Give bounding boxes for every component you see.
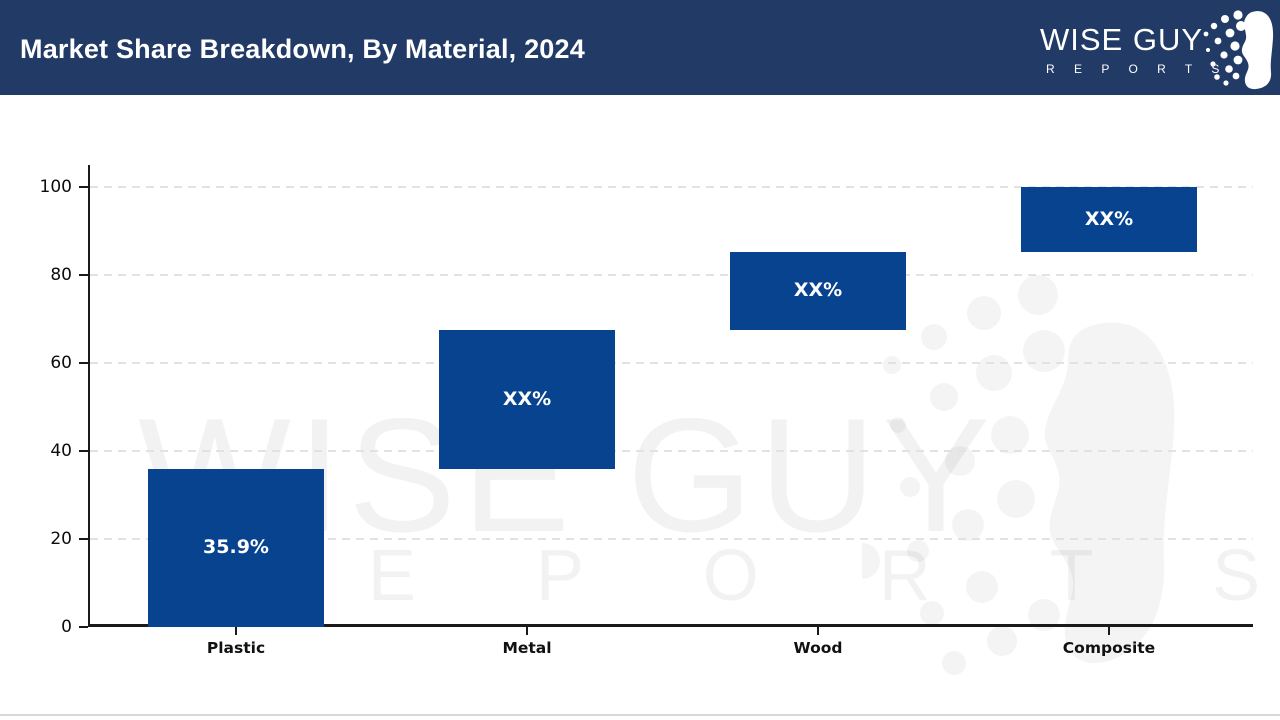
x-axis-tick: [817, 627, 819, 635]
x-axis-label-metal: Metal: [502, 639, 552, 657]
bar-wood: [730, 252, 906, 330]
y-axis-tick-label: 100: [39, 177, 72, 197]
bar-value-label: XX%: [502, 388, 552, 410]
x-axis-tick: [1108, 627, 1110, 635]
y-axis-tick: [79, 186, 88, 188]
footer-divider: [0, 714, 1280, 716]
brand-face-icon: [1203, 10, 1274, 90]
y-axis-tick: [79, 362, 88, 364]
x-axis-label-plastic: Plastic: [206, 639, 266, 657]
bar-value-label: 35.9%: [203, 536, 269, 558]
page-title: Market Share Breakdown, By Material, 202…: [20, 34, 585, 64]
brand-subtitle: R E P O R T S: [1046, 62, 1228, 76]
x-axis-label-wood: Wood: [793, 639, 843, 657]
y-axis-tick: [79, 274, 88, 276]
bar-composite: [1021, 187, 1197, 252]
bar-metal: [439, 330, 615, 469]
y-axis-tick: [79, 538, 88, 540]
y-axis-tick-label: 0: [61, 617, 72, 637]
header-bar: Market Share Breakdown, By Material, 202…: [0, 0, 1280, 95]
gridline: [90, 362, 1253, 364]
y-axis-tick-label: 80: [50, 265, 72, 285]
y-axis-tick: [79, 450, 88, 452]
y-axis-tick-label: 20: [50, 529, 72, 549]
y-axis-tick-label: 60: [50, 353, 72, 373]
bar-plastic: [148, 469, 324, 627]
y-axis-tick: [79, 626, 88, 628]
gridline: [90, 450, 1253, 452]
x-axis-tick: [235, 627, 237, 635]
x-axis-tick: [526, 627, 528, 635]
y-axis-tick-label: 40: [50, 441, 72, 461]
brand-name: WISE GUY: [1040, 22, 1204, 57]
brand-logo: WISE GUY R E P O R T S: [1010, 6, 1274, 90]
gridline: [90, 538, 1253, 540]
x-axis-label-composite: Composite: [1062, 639, 1156, 657]
gridline: [90, 186, 1253, 188]
bar-value-label: XX%: [1084, 208, 1134, 230]
bar-value-label: XX%: [793, 279, 843, 301]
plot-area: 0 20 40 60 80 100 35.9% Plastic XX% Metal XX% Wood X…: [40, 165, 1253, 657]
gridline: [90, 274, 1253, 276]
